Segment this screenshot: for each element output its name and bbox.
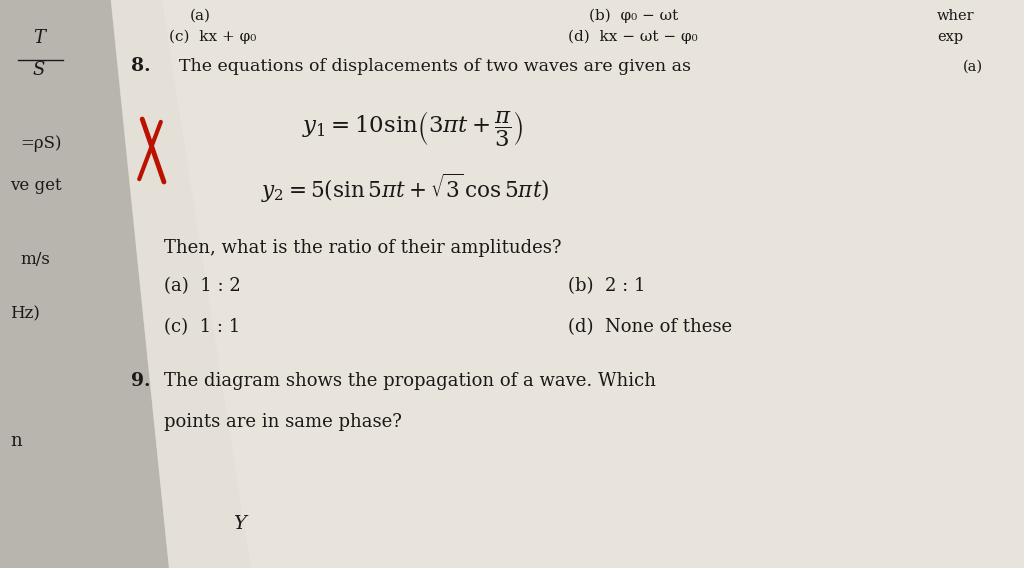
Text: exp: exp xyxy=(937,30,964,44)
Text: The equations of displacements of two waves are given as: The equations of displacements of two wa… xyxy=(179,58,691,75)
Text: S: S xyxy=(33,61,45,79)
Text: (c)  kx + φ₀: (c) kx + φ₀ xyxy=(169,30,256,44)
Text: 9.: 9. xyxy=(131,372,151,390)
Text: wher: wher xyxy=(937,9,975,23)
Text: 8.: 8. xyxy=(131,57,151,75)
Text: (b)  2 : 1: (b) 2 : 1 xyxy=(568,277,646,295)
Text: $y_2 = 5\left(\sin 5\pi t + \sqrt{3}\,\cos 5\pi t\right)$: $y_2 = 5\left(\sin 5\pi t + \sqrt{3}\,\c… xyxy=(261,172,550,204)
Text: (c)  1 : 1: (c) 1 : 1 xyxy=(164,318,240,336)
Text: (a)  1 : 2: (a) 1 : 2 xyxy=(164,277,241,295)
Text: (b)  φ₀ − ωt: (b) φ₀ − ωt xyxy=(589,9,678,23)
Text: $y_1 = 10 \sin\!\left(3\pi t + \dfrac{\pi}{3}\right)$: $y_1 = 10 \sin\!\left(3\pi t + \dfrac{\p… xyxy=(302,110,523,149)
Text: =ρS): =ρS) xyxy=(20,135,62,152)
Text: (d)  None of these: (d) None of these xyxy=(568,318,732,336)
Text: m/s: m/s xyxy=(20,251,50,268)
Text: Then, what is the ratio of their amplitudes?: Then, what is the ratio of their amplitu… xyxy=(164,239,561,257)
Text: (d)  kx − ωt − φ₀: (d) kx − ωt − φ₀ xyxy=(568,30,698,44)
Text: Hz): Hz) xyxy=(10,305,40,322)
Text: points are in same phase?: points are in same phase? xyxy=(164,413,401,431)
Text: ve get: ve get xyxy=(10,177,61,194)
Text: (a): (a) xyxy=(189,9,211,23)
Text: T: T xyxy=(33,28,45,47)
Text: Y: Y xyxy=(233,515,247,533)
Text: The diagram shows the propagation of a wave. Which: The diagram shows the propagation of a w… xyxy=(164,372,655,390)
Text: n: n xyxy=(10,432,22,450)
Text: (a): (a) xyxy=(963,60,983,74)
